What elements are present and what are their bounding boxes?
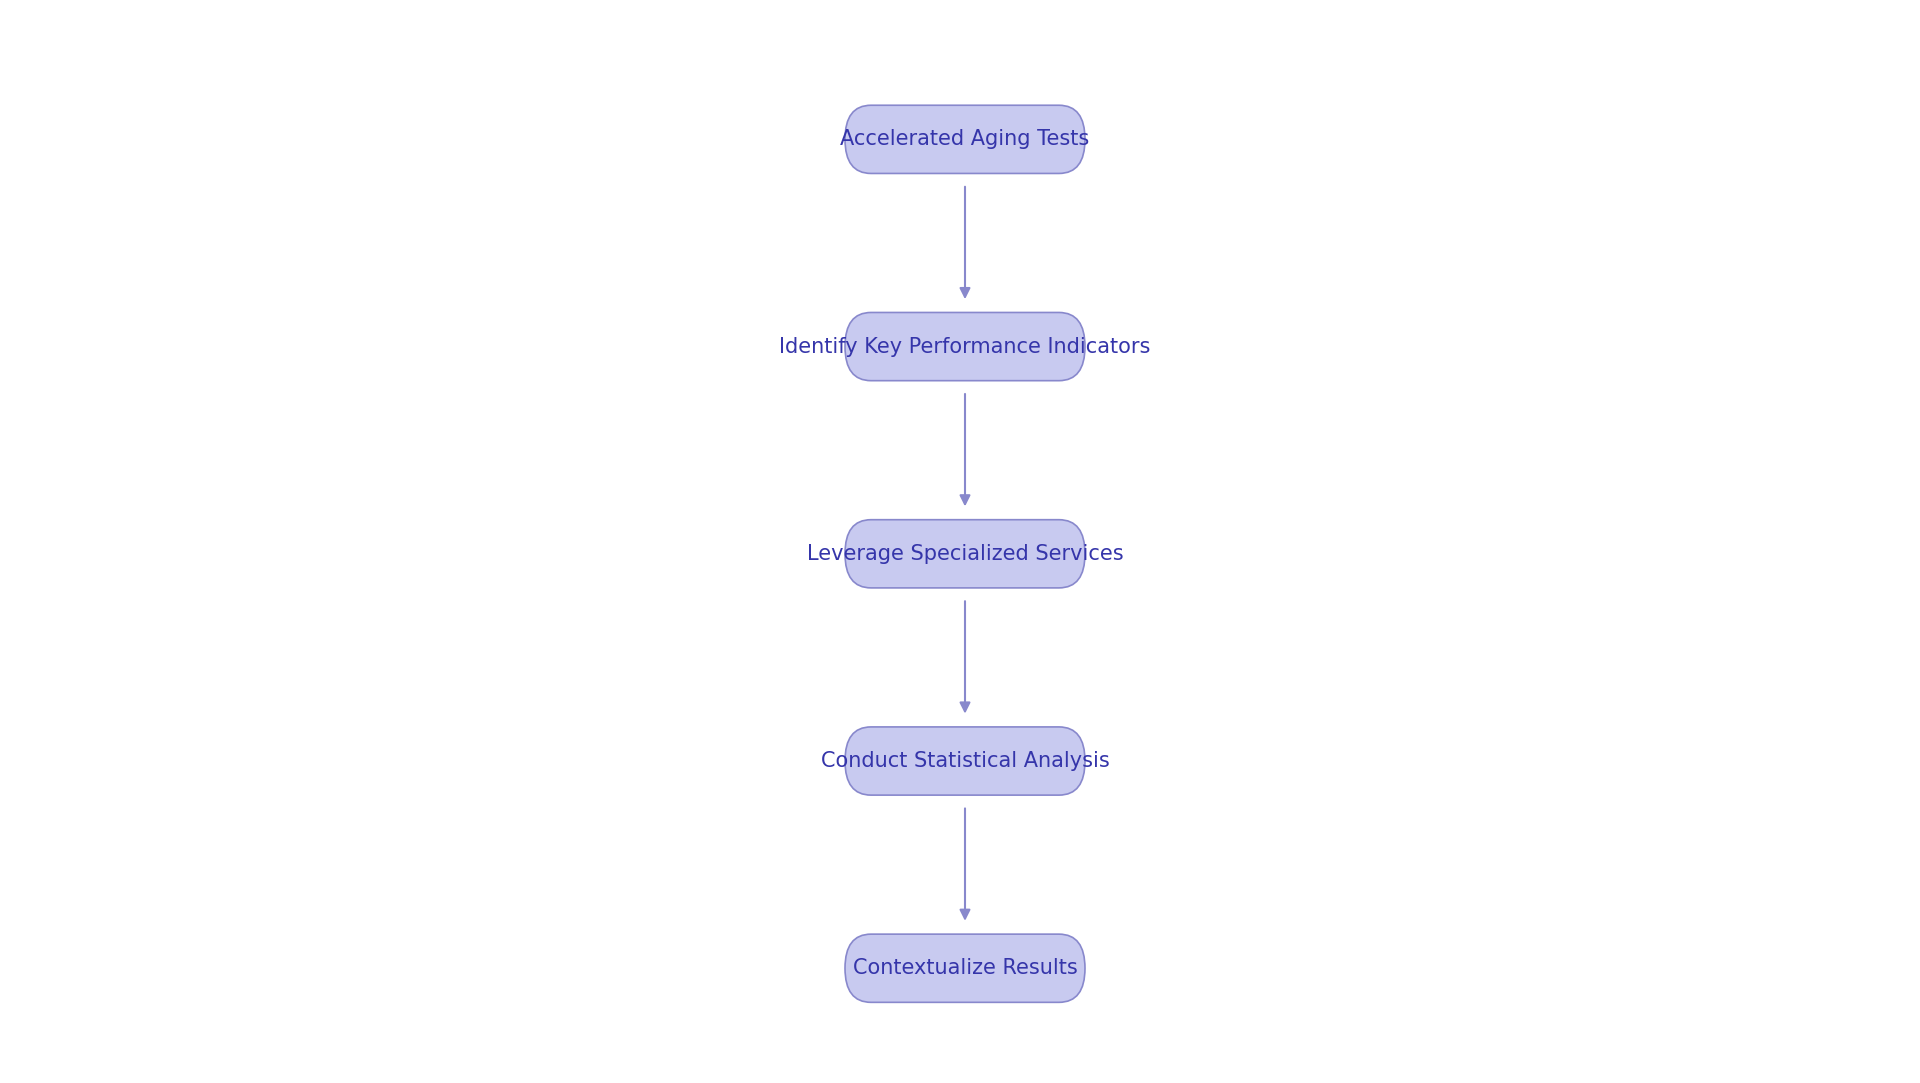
FancyBboxPatch shape [845,313,1085,380]
FancyBboxPatch shape [845,520,1085,588]
Text: Conduct Statistical Analysis: Conduct Statistical Analysis [820,751,1110,771]
Text: Identify Key Performance Indicators: Identify Key Performance Indicators [780,337,1150,356]
Text: Leverage Specialized Services: Leverage Specialized Services [806,544,1123,564]
FancyBboxPatch shape [845,727,1085,795]
Text: Accelerated Aging Tests: Accelerated Aging Tests [841,129,1091,149]
FancyBboxPatch shape [845,935,1085,1003]
Text: Contextualize Results: Contextualize Results [852,958,1077,978]
FancyBboxPatch shape [845,105,1085,173]
